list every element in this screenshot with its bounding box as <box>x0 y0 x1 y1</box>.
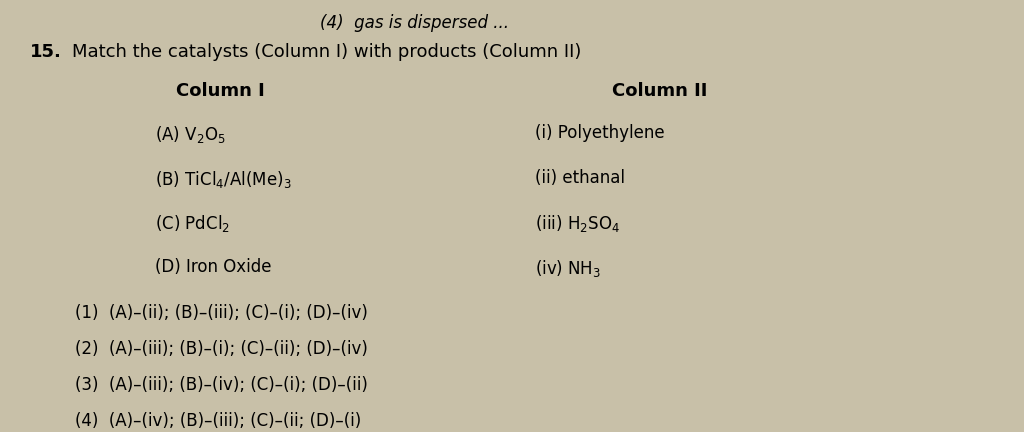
Text: (B) TiCl$_4$/Al(Me)$_3$: (B) TiCl$_4$/Al(Me)$_3$ <box>155 168 292 190</box>
Text: (3)  (A)–(iii); (B)–(iv); (C)–(i); (D)–(ii): (3) (A)–(iii); (B)–(iv); (C)–(i); (D)–(i… <box>75 376 368 394</box>
Text: (A) V$_2$O$_5$: (A) V$_2$O$_5$ <box>155 124 225 145</box>
Text: (iv) NH$_3$: (iv) NH$_3$ <box>535 258 601 279</box>
Text: (iii) H$_2$SO$_4$: (iii) H$_2$SO$_4$ <box>535 213 621 235</box>
Text: (1)  (A)–(ii); (B)–(iii); (C)–(i); (D)–(iv): (1) (A)–(ii); (B)–(iii); (C)–(i); (D)–(i… <box>75 304 368 322</box>
Text: (2)  (A)–(iii); (B)–(i); (C)–(ii); (D)–(iv): (2) (A)–(iii); (B)–(i); (C)–(ii); (D)–(i… <box>75 340 368 358</box>
Text: Column I: Column I <box>176 82 264 100</box>
Text: (ii) ethanal: (ii) ethanal <box>535 168 625 187</box>
Text: 15.: 15. <box>30 43 61 61</box>
Text: (4)  (A)–(iv); (B)–(iii); (C)–(ii; (D)–(i): (4) (A)–(iv); (B)–(iii); (C)–(ii; (D)–(i… <box>75 412 361 430</box>
Text: (C) PdCl$_2$: (C) PdCl$_2$ <box>155 213 230 235</box>
Text: Column II: Column II <box>612 82 708 100</box>
Text: (4)  gas is dispersed ...: (4) gas is dispersed ... <box>319 14 509 32</box>
Text: Match the catalysts (Column I) with products (Column II): Match the catalysts (Column I) with prod… <box>72 43 582 61</box>
Text: (D) Iron Oxide: (D) Iron Oxide <box>155 258 271 276</box>
Text: (i) Polyethylene: (i) Polyethylene <box>535 124 665 142</box>
